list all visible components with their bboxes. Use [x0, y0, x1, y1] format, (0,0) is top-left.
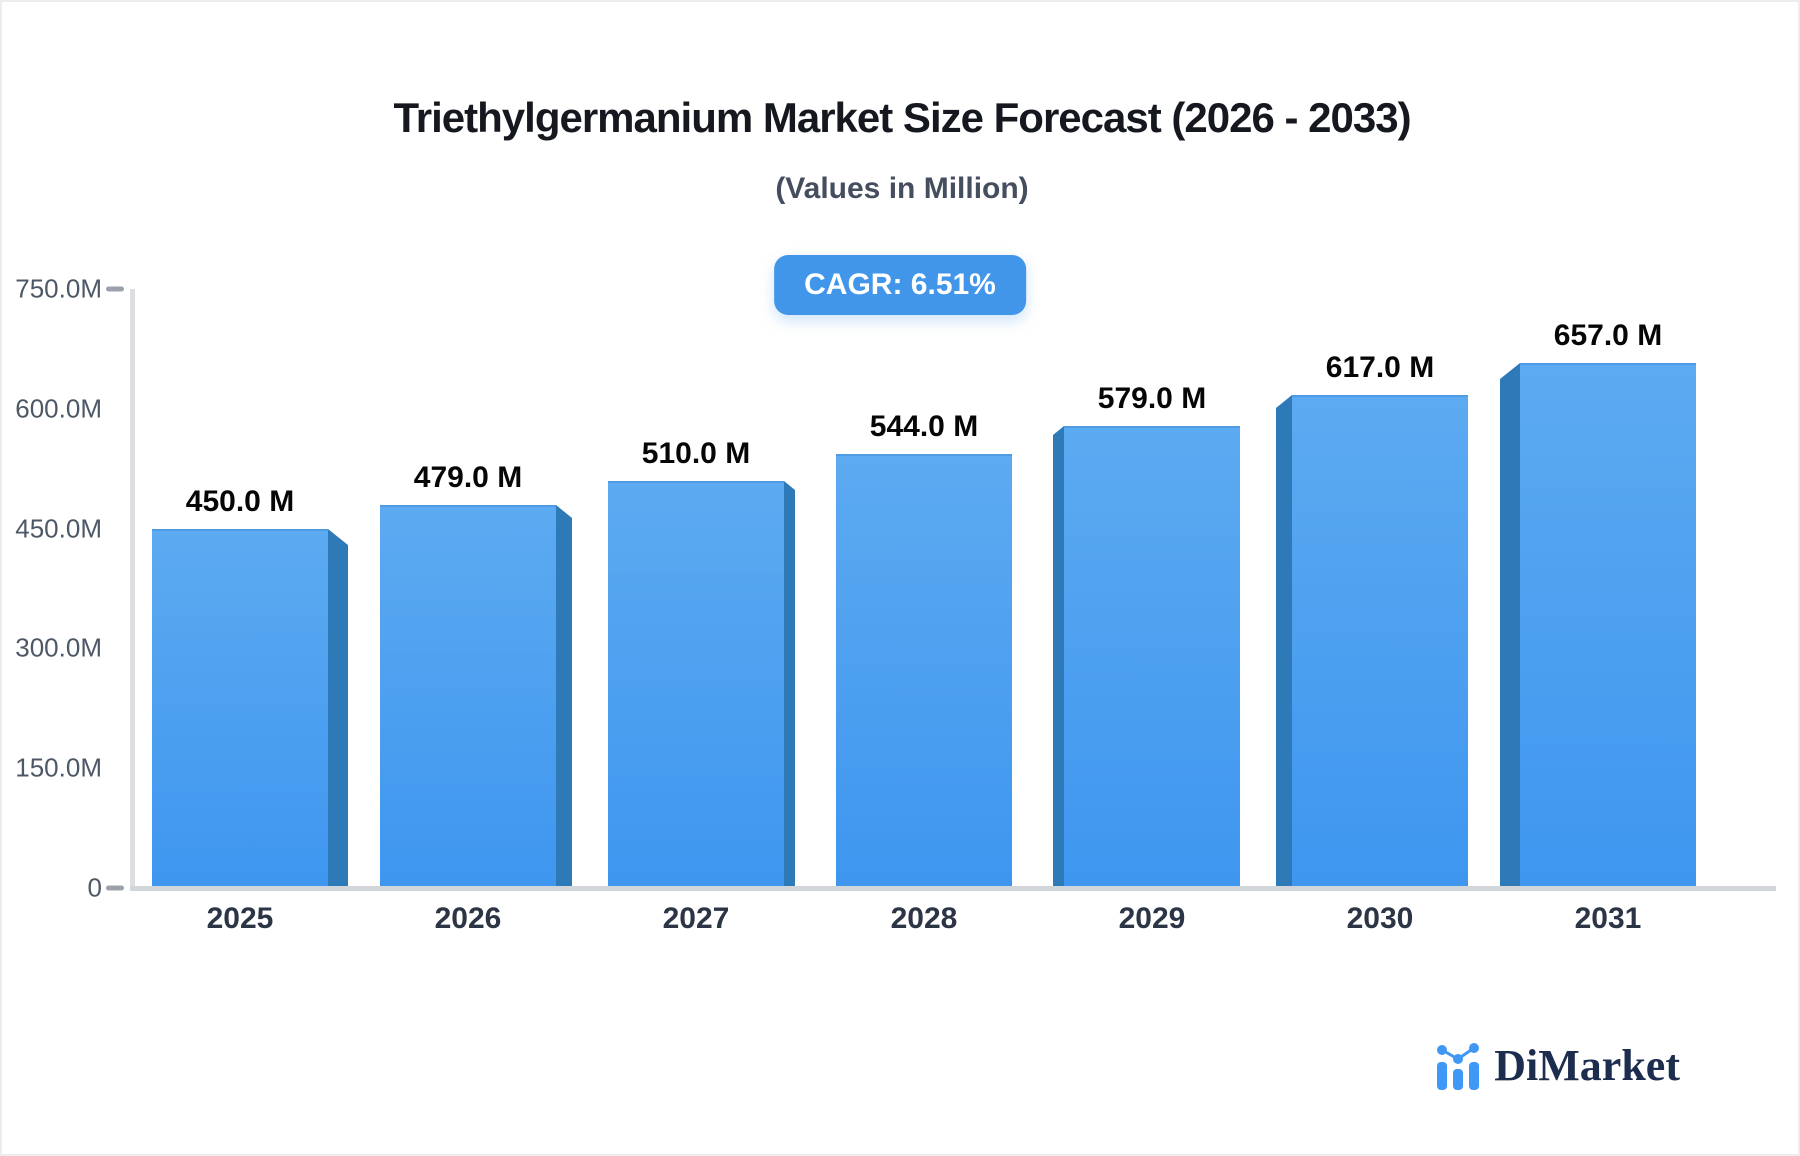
x-axis-label: 2028	[890, 902, 958, 935]
bar-value-label: 579.0 M	[1097, 382, 1207, 415]
cagr-badge: CAGR: 6.51%	[774, 255, 1026, 315]
x-axis-label: 2025	[206, 902, 274, 935]
bar-2031	[1520, 363, 1696, 888]
bar-2027	[608, 481, 784, 888]
bar-2030	[1292, 395, 1468, 888]
bar-3d-side-2025	[328, 529, 348, 888]
bar-2029	[1064, 426, 1240, 888]
y-axis-tick-label: 600.0M	[15, 393, 102, 424]
bar-2028	[836, 454, 1012, 888]
y-axis-tick-label: 0	[87, 872, 102, 903]
bar-value-label: 479.0 M	[413, 461, 523, 494]
bar-3d-side-2031	[1500, 363, 1520, 888]
bar-2026	[380, 505, 556, 888]
chart-title: Triethylgermanium Market Size Forecast (…	[393, 94, 1411, 141]
x-axis-label: 2031	[1574, 902, 1642, 935]
bar-3d-side-2027	[784, 481, 795, 888]
y-axis-tick-label: 450.0M	[15, 513, 102, 544]
y-axis-tick-mark	[106, 286, 124, 292]
brand-logo-text: DiMarket	[1494, 1041, 1680, 1090]
bar-value-label: 617.0 M	[1325, 351, 1435, 384]
bar-value-label: 450.0 M	[185, 485, 295, 518]
y-axis-line	[130, 289, 135, 890]
x-axis-label: 2030	[1346, 902, 1414, 935]
y-axis-tick-mark	[106, 885, 124, 891]
y-axis-tick-label: 300.0M	[15, 632, 102, 663]
y-axis-tick-label: 150.0M	[15, 752, 102, 783]
y-axis-tick-label: 750.0M	[15, 273, 102, 304]
bar-2025	[152, 529, 328, 888]
bar-3d-side-2026	[556, 505, 572, 888]
bar-chart-trend-icon	[1435, 1042, 1481, 1090]
chart-subtitle: (Values in Million)	[775, 172, 1029, 205]
bar-value-label: 657.0 M	[1553, 319, 1663, 352]
bar-value-label: 510.0 M	[641, 437, 751, 470]
brand-logo: DiMarket	[1435, 1040, 1680, 1091]
bar-3d-side-2030	[1276, 395, 1292, 888]
x-axis-label: 2029	[1118, 902, 1186, 935]
x-axis-label: 2027	[662, 902, 730, 935]
x-axis-label: 2026	[434, 902, 502, 935]
bar-value-label: 544.0 M	[869, 410, 979, 443]
x-axis-line	[130, 886, 1776, 891]
bar-3d-side-2029	[1053, 426, 1064, 888]
